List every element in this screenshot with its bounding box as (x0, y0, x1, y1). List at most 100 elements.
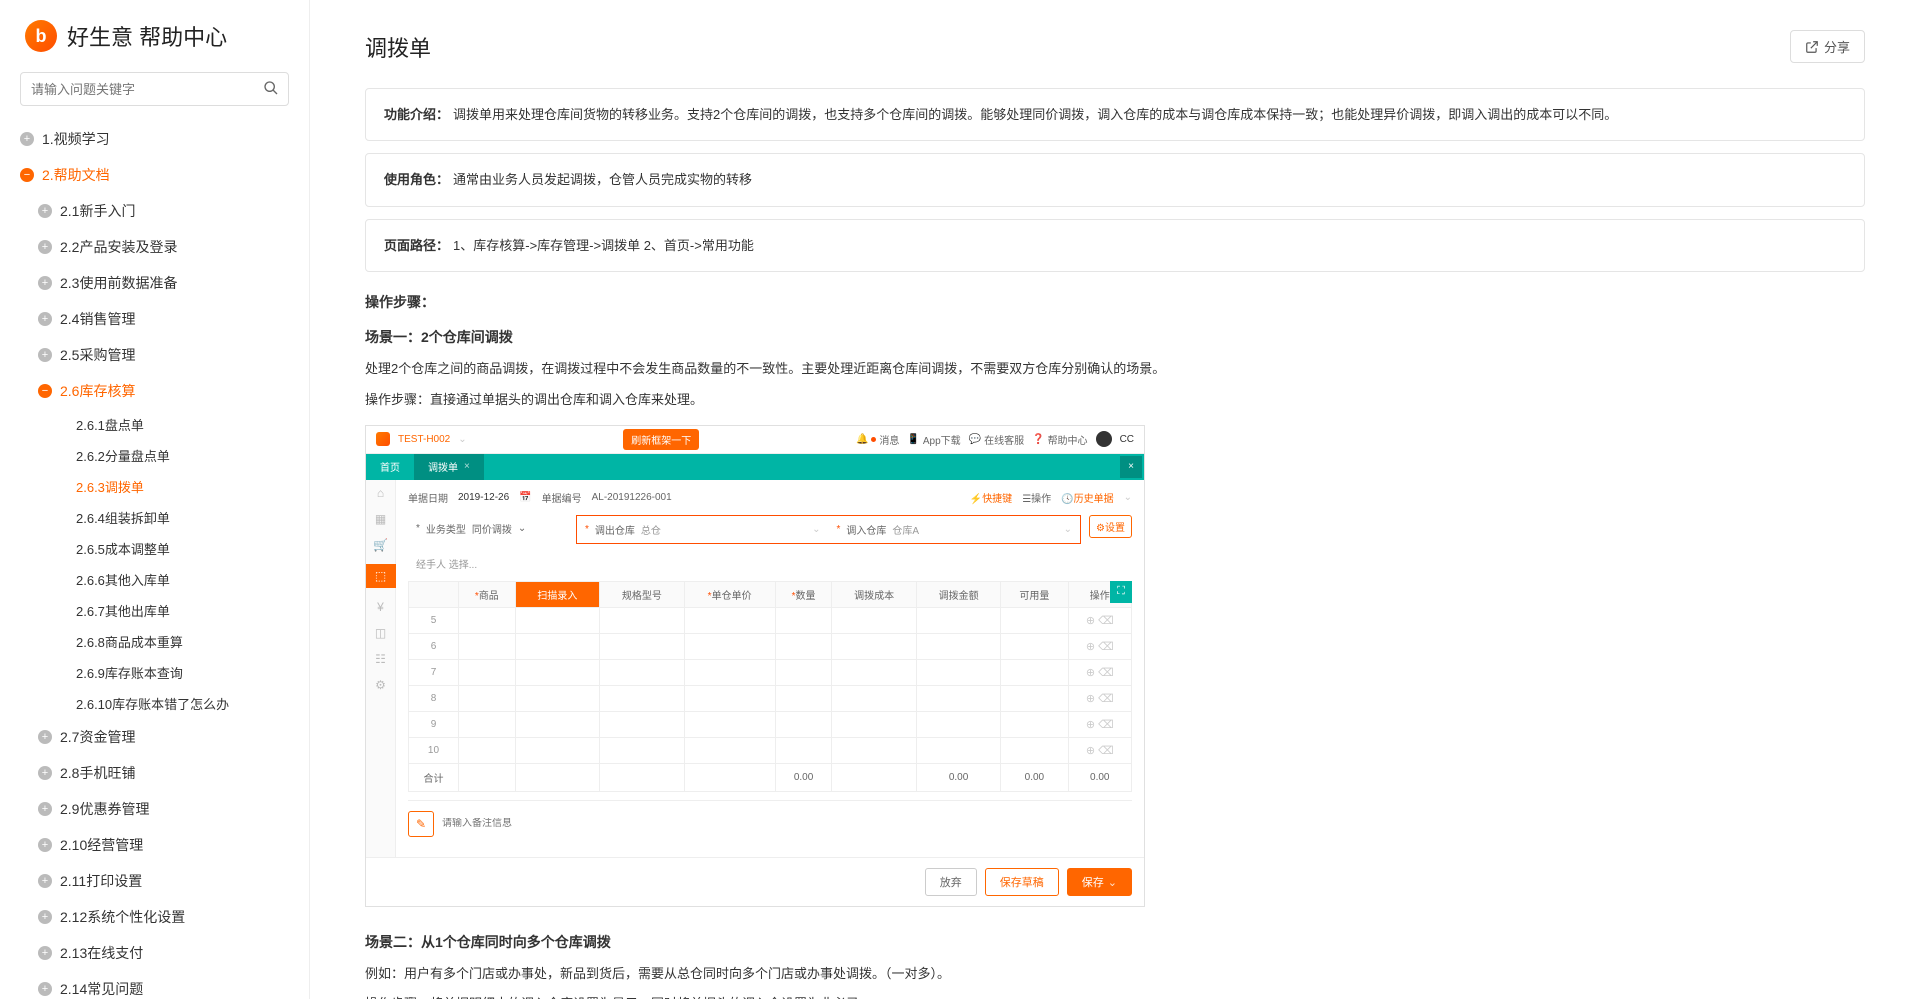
nav-label: 2.6.3调拨单 (76, 477, 144, 496)
chevron-down-icon: ⌄ (1064, 524, 1072, 535)
nav-label: 2.帮助文档 (42, 165, 110, 185)
nav-label: 2.13在线支付 (60, 943, 143, 963)
scene2-line2: 操作步骤：将单据明细中的调入仓库设置为显示，同时将单据头的调入仓设置为非必录。 (365, 992, 1865, 999)
nav-label: 2.5采购管理 (60, 345, 135, 365)
mock-link-help: ❓帮助中心 (1032, 432, 1087, 447)
mock-table: *商品 扫描录入 规格型号 *单仓单价 *数量 调拨成本 调拨金额 可用量 操作 (408, 581, 1132, 792)
expand-icon: + (38, 910, 52, 924)
nav-label: 1.视频学习 (42, 129, 110, 149)
nav-l3-9[interactable]: 2.6.10库存账本错了怎么办 (20, 688, 289, 719)
mock-footer: 放弃 保存草稿 保存⌄ (366, 857, 1144, 906)
mock-tabs: 首页 调拨单× × (366, 454, 1144, 480)
mock-username: CC (1120, 434, 1134, 445)
nav-l3-3[interactable]: 2.6.4组装拆卸单 (20, 502, 289, 533)
search-icon[interactable] (263, 80, 279, 99)
mock-save-button: 保存⌄ (1067, 868, 1132, 896)
chevron-down-icon: ⌄ (458, 434, 466, 445)
mock-ops-link: ☰操作 (1022, 490, 1051, 505)
search-input[interactable] (20, 72, 289, 106)
table-row: 10⊕ ⌫ (409, 737, 1132, 763)
mock-history-link: 🕓历史单据 (1061, 490, 1113, 505)
nav-l2-6[interactable]: +2.7资金管理 (20, 719, 289, 755)
nav-label: 2.12系统个性化设置 (60, 907, 185, 927)
mock-tab-doc: 调拨单× (414, 454, 484, 480)
table-row: 8⊕ ⌫ (409, 685, 1132, 711)
mock-biz-type: *业务类型同价调拨⌄ (408, 515, 568, 542)
nav-l2-10[interactable]: +2.11打印设置 (20, 863, 289, 899)
mock-out-warehouse: *调出仓库总仓⌄ (577, 516, 829, 543)
nav-label: 2.11打印设置 (60, 871, 142, 891)
nav-label: 2.6.1盘点单 (76, 415, 144, 434)
mock-note-input (442, 818, 1132, 829)
nav-l3-7[interactable]: 2.6.8商品成本重算 (20, 626, 289, 657)
nav-l3-0[interactable]: 2.6.1盘点单 (20, 409, 289, 440)
chevron-down-icon: ⌄ (1108, 877, 1117, 889)
mock-date-value: 2019-12-26 (458, 492, 509, 503)
role-label: 使用角色： (384, 172, 449, 187)
th: 调拨成本 (832, 581, 916, 607)
intro-box: 功能介绍：调拨单用来处理仓库间货物的转移业务。支持2个仓库间的调拨，也支持多个仓… (365, 88, 1865, 141)
nav-l2-4[interactable]: +2.5采购管理 (20, 337, 289, 373)
expand-icon: + (38, 730, 52, 744)
nav-l3-1[interactable]: 2.6.2分量盘点单 (20, 440, 289, 471)
nav-l3-8[interactable]: 2.6.9库存账本查询 (20, 657, 289, 688)
mock-tenant: TEST-H002 (398, 434, 450, 445)
money-icon: ¥ (374, 600, 388, 614)
nav-l2-0[interactable]: +2.1新手入门 (20, 193, 289, 229)
expand-icon: + (38, 802, 52, 816)
mock-header-row: 单据日期 2019-12-26 📅 单据编号 AL-20191226-001 ⚡… (408, 490, 1132, 505)
share-button[interactable]: 分享 (1790, 30, 1865, 63)
steps-title: 操作步骤： (365, 292, 1865, 312)
th: 可用量 (1001, 581, 1068, 607)
nav-l3-6[interactable]: 2.6.7其他出库单 (20, 595, 289, 626)
mock-filter-row: 经手人 选择... (408, 552, 1132, 575)
share-icon (1805, 40, 1819, 54)
nav-label: 2.3使用前数据准备 (60, 273, 177, 293)
nav-tree: +1.视频学习 −2.帮助文档 +2.1新手入门 +2.2产品安装及登录 +2.… (0, 121, 309, 999)
nav-l2-11[interactable]: +2.12系统个性化设置 (20, 899, 289, 935)
nav-l1-docs[interactable]: −2.帮助文档 (20, 157, 289, 193)
collapse-icon: − (20, 168, 34, 182)
mock-shortcut-link: ⚡快捷键 (970, 490, 1012, 505)
nav-l2-9[interactable]: +2.10经营管理 (20, 827, 289, 863)
nav-l2-3[interactable]: +2.4销售管理 (20, 301, 289, 337)
nav-l2-2[interactable]: +2.3使用前数据准备 (20, 265, 289, 301)
table-sum-row: 合计0.000.000.000.00 (409, 763, 1132, 791)
nav-l2-13[interactable]: +2.14常见问题 (20, 971, 289, 999)
nav-l2-12[interactable]: +2.13在线支付 (20, 935, 289, 971)
expand-icon: + (38, 276, 52, 290)
nav-l3-4[interactable]: 2.6.5成本调整单 (20, 533, 289, 564)
page-title: 调拨单 (365, 31, 431, 63)
nav-l2-5[interactable]: −2.6库存核算 (20, 373, 289, 409)
doc-icon: ▦ (374, 512, 388, 526)
pkg-icon: ◫ (374, 626, 388, 640)
th: *数量 (775, 581, 832, 607)
expand-icon: + (38, 766, 52, 780)
nav-l3-5[interactable]: 2.6.6其他入库单 (20, 564, 289, 595)
role-box: 使用角色：通常由业务人员发起调拨，仓管人员完成实物的转移 (365, 153, 1865, 206)
brand-name: 好生意 帮助中心 (67, 20, 227, 52)
scene2-title: 场景二：从1个仓库同时向多个仓库调拨 (365, 932, 1865, 952)
mock-refresh-button: 刷新框架一下 (623, 429, 699, 450)
table-row: 5⊕ ⌫ (409, 607, 1132, 633)
expand-icon: + (38, 982, 52, 996)
nav-label: 2.6库存核算 (60, 381, 135, 401)
mock-side-nav: ⌂ ▦ 🛒 ⬚ ¥ ◫ ☷ ⚙ (366, 480, 396, 857)
note-icon: ✎ (408, 811, 434, 837)
nav-l2-7[interactable]: +2.8手机旺铺 (20, 755, 289, 791)
nav-l3-2[interactable]: 2.6.3调拨单 (20, 471, 289, 502)
mock-avatar-icon (1096, 431, 1112, 447)
mock-form-area: 单据日期 2019-12-26 📅 单据编号 AL-20191226-001 ⚡… (396, 480, 1144, 857)
mock-body: ⌂ ▦ 🛒 ⬚ ¥ ◫ ☷ ⚙ 单据日期 2019-12-26 📅 单据编号 (366, 480, 1144, 857)
expand-icon: + (38, 240, 52, 254)
mock-highlight-box: *调出仓库总仓⌄ *调入仓库仓库A⌄ (576, 515, 1081, 544)
mock-link-app: 📱App下载 (907, 432, 960, 447)
nav-l2-8[interactable]: +2.9优惠券管理 (20, 791, 289, 827)
sidebar-search (20, 72, 289, 106)
nav-l2-1[interactable]: +2.2产品安装及登录 (20, 229, 289, 265)
mock-link-cs: 💬在线客服 (969, 432, 1024, 447)
scene1-title: 场景一：2个仓库间调拨 (365, 327, 1865, 347)
mock-draft-button: 保存草稿 (985, 868, 1059, 896)
nav-label: 2.2产品安装及登录 (60, 237, 177, 257)
nav-l1-video[interactable]: +1.视频学习 (20, 121, 289, 157)
